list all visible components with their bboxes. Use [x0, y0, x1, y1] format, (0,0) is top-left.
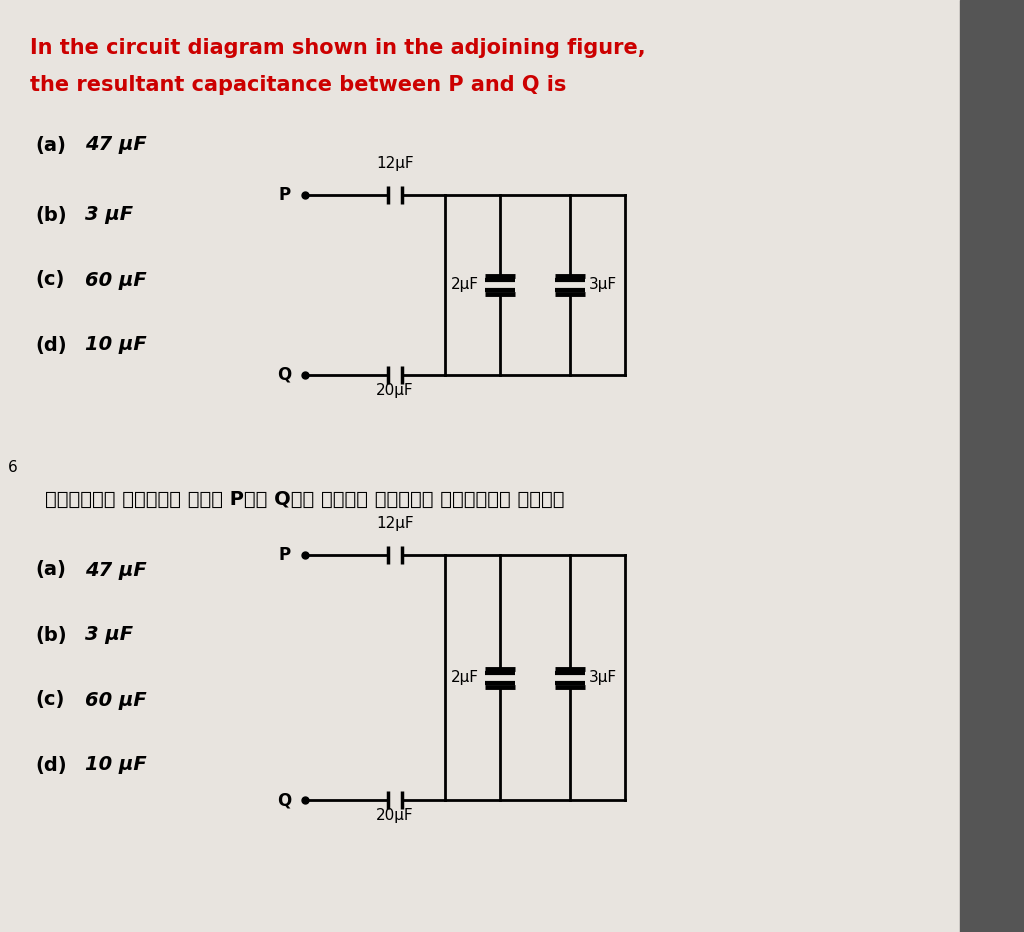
Text: 3 μF: 3 μF	[85, 205, 133, 225]
Text: 20μF: 20μF	[376, 808, 414, 823]
Text: 47 μF: 47 μF	[85, 560, 146, 580]
Text: 3μF: 3μF	[589, 278, 617, 293]
Text: P: P	[279, 546, 291, 564]
Text: 2μF: 2μF	[451, 278, 479, 293]
Text: Q: Q	[276, 366, 291, 384]
Text: Q: Q	[276, 791, 291, 809]
Text: P: P	[279, 186, 291, 204]
Text: 10 μF: 10 μF	[85, 336, 146, 354]
Text: 47 μF: 47 μF	[85, 135, 146, 155]
Text: (b): (b)	[35, 205, 67, 225]
Text: 10 μF: 10 μF	[85, 756, 146, 774]
Text: (d): (d)	[35, 756, 67, 774]
Text: (d): (d)	[35, 336, 67, 354]
Text: the resultant capacitance between P and Q is: the resultant capacitance between P and …	[30, 75, 566, 95]
Text: In the circuit diagram shown in the adjoining figure,: In the circuit diagram shown in the adjo…	[30, 38, 645, 58]
Text: संलग्न चित्र में Pऔर Qके मध्य तुल्य धारिता होगी: संलग्न चित्र में Pऔर Qके मध्य तुल्य धारि…	[45, 490, 564, 509]
Text: 3 μF: 3 μF	[85, 625, 133, 645]
Text: 2μF: 2μF	[451, 670, 479, 685]
Text: 60 μF: 60 μF	[85, 270, 146, 290]
Text: (b): (b)	[35, 625, 67, 645]
Text: 6: 6	[8, 460, 17, 475]
Text: (c): (c)	[35, 270, 65, 290]
Bar	[961, 0, 1024, 932]
Text: 3μF: 3μF	[589, 670, 617, 685]
Text: 12μF: 12μF	[376, 516, 414, 531]
Text: (a): (a)	[35, 135, 66, 155]
Text: 20μF: 20μF	[376, 383, 414, 398]
Text: (c): (c)	[35, 691, 65, 709]
Text: (a): (a)	[35, 560, 66, 580]
Text: 60 μF: 60 μF	[85, 691, 146, 709]
Text: 12μF: 12μF	[376, 156, 414, 171]
